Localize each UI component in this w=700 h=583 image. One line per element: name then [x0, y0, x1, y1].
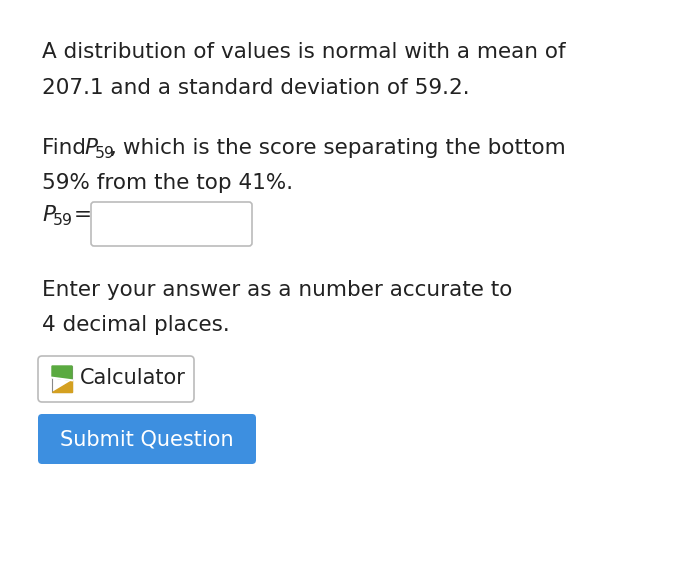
Text: A distribution of values is normal with a mean of: A distribution of values is normal with …	[42, 42, 566, 62]
FancyBboxPatch shape	[91, 202, 252, 246]
Text: =: =	[74, 205, 92, 225]
Text: ,: ,	[109, 138, 116, 158]
Text: 59: 59	[53, 213, 73, 228]
Text: Find: Find	[42, 138, 93, 158]
Text: which is the score separating the bottom: which is the score separating the bottom	[116, 138, 566, 158]
Text: 4 decimal places.: 4 decimal places.	[42, 315, 230, 335]
Polygon shape	[52, 366, 72, 380]
Text: Enter your answer as a number accurate to: Enter your answer as a number accurate t…	[42, 280, 512, 300]
Bar	[52, 366, 72, 392]
Text: 59: 59	[95, 146, 115, 161]
Polygon shape	[52, 380, 72, 392]
Text: 207.1 and a standard deviation of 59.2.: 207.1 and a standard deviation of 59.2.	[42, 78, 470, 98]
Text: 59% from the top 41%.: 59% from the top 41%.	[42, 173, 293, 193]
FancyBboxPatch shape	[38, 414, 256, 464]
Text: P: P	[42, 205, 55, 225]
Text: P: P	[84, 138, 97, 158]
Text: Calculator: Calculator	[80, 368, 186, 388]
FancyBboxPatch shape	[38, 356, 194, 402]
Text: Submit Question: Submit Question	[60, 429, 234, 449]
